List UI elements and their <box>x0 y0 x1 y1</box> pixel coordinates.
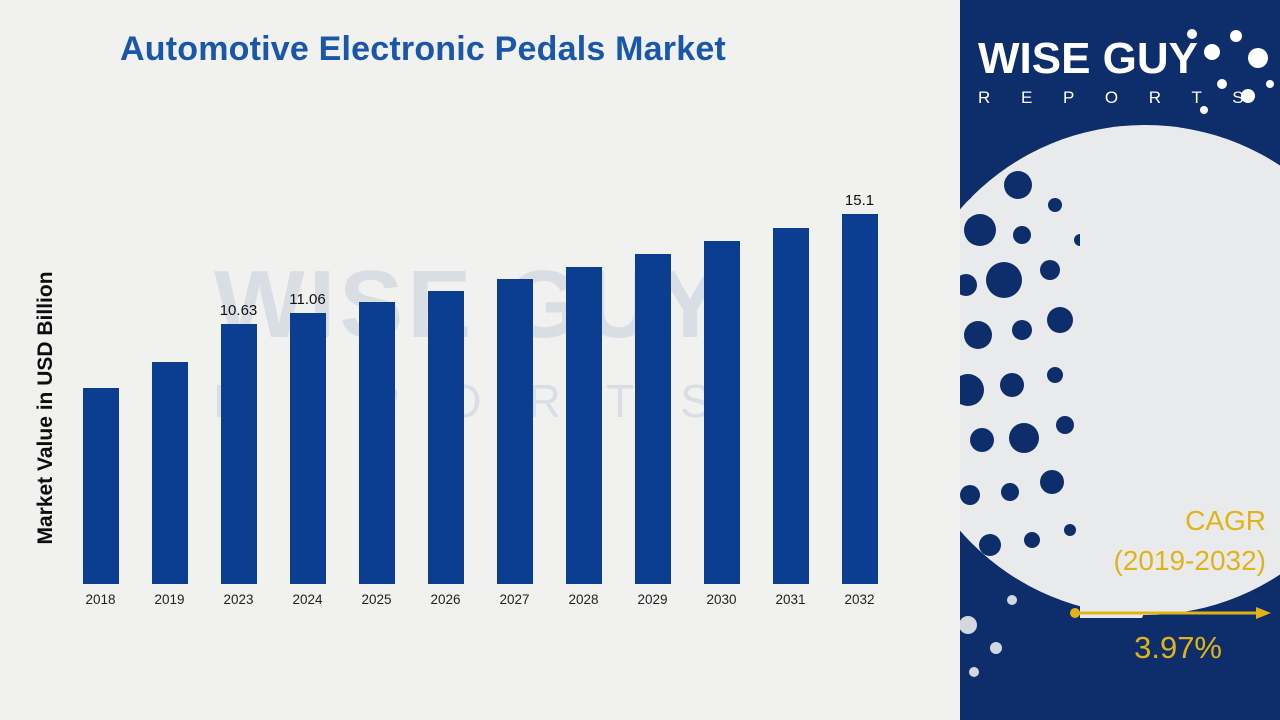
bar-group: 2026 <box>411 180 480 610</box>
bar <box>427 291 464 584</box>
x-tick-label: 2025 <box>361 592 392 607</box>
bar <box>496 279 533 584</box>
x-tick-label: 2027 <box>499 592 530 607</box>
bar-group: 11.06 2024 <box>273 180 342 610</box>
brand-logo-line1: WISE GUY <box>978 34 1199 83</box>
bar <box>841 214 878 584</box>
y-axis-label: Market Value in USD Billion <box>34 271 57 545</box>
bar-group: 2025 <box>342 180 411 610</box>
cagr-range: (2019-2032) <box>1113 545 1266 576</box>
x-tick-label: 2029 <box>637 592 668 607</box>
cagr-underline-arrow-icon <box>1070 607 1271 619</box>
bar-value-label: 15.1 <box>844 192 875 209</box>
bar <box>565 267 602 584</box>
bar <box>82 388 119 584</box>
x-tick-label: 2030 <box>706 592 737 607</box>
x-tick-label: 2019 <box>154 592 185 607</box>
bar <box>634 254 671 584</box>
brand-logo-line2: R E P O R T S <box>978 88 1257 107</box>
x-tick-label: 2031 <box>775 592 806 607</box>
bar-group: 2029 <box>618 180 687 610</box>
bar-group: 10.63 2023 <box>204 180 273 610</box>
bar-group: 2031 <box>756 180 825 610</box>
bar-value-label: 11.06 <box>289 291 326 308</box>
bar <box>289 313 326 584</box>
bar <box>358 302 395 584</box>
x-tick-label: 2026 <box>430 592 461 607</box>
bar <box>703 241 740 584</box>
bar <box>772 228 809 584</box>
bar-chart: 2018 2019 10.63 2023 11.06 2024 2025 2026 2027 20… <box>66 180 896 610</box>
decorative-dots-face-graphic <box>960 29 1280 677</box>
bar <box>220 324 257 584</box>
x-tick-label: 2032 <box>844 592 875 607</box>
bar-group: 2027 <box>480 180 549 610</box>
x-tick-label: 2018 <box>85 592 116 607</box>
brand-panel: WISE GUY R E P O R T S <box>960 0 1280 720</box>
x-tick-label: 2024 <box>292 592 323 607</box>
bar-value-label: 10.63 <box>219 302 258 319</box>
bar-group: 2019 <box>135 180 204 610</box>
cagr-block: CAGR (2019-2032) <box>966 505 1266 577</box>
cagr-value: 3.97% <box>1134 630 1222 665</box>
x-tick-label: 2023 <box>223 592 254 607</box>
bar-group: 2028 <box>549 180 618 610</box>
bar-group: 2030 <box>687 180 756 610</box>
brand-logo: WISE GUY R E P O R T S <box>978 34 1257 108</box>
cagr-label: CAGR <box>1185 505 1266 536</box>
x-tick-label: 2028 <box>568 592 599 607</box>
bar <box>151 362 188 584</box>
bar-group: 2018 <box>66 180 135 610</box>
bar-group: 15.1 2032 <box>825 180 894 610</box>
page-title: Automotive Electronic Pedals Market <box>120 30 726 68</box>
